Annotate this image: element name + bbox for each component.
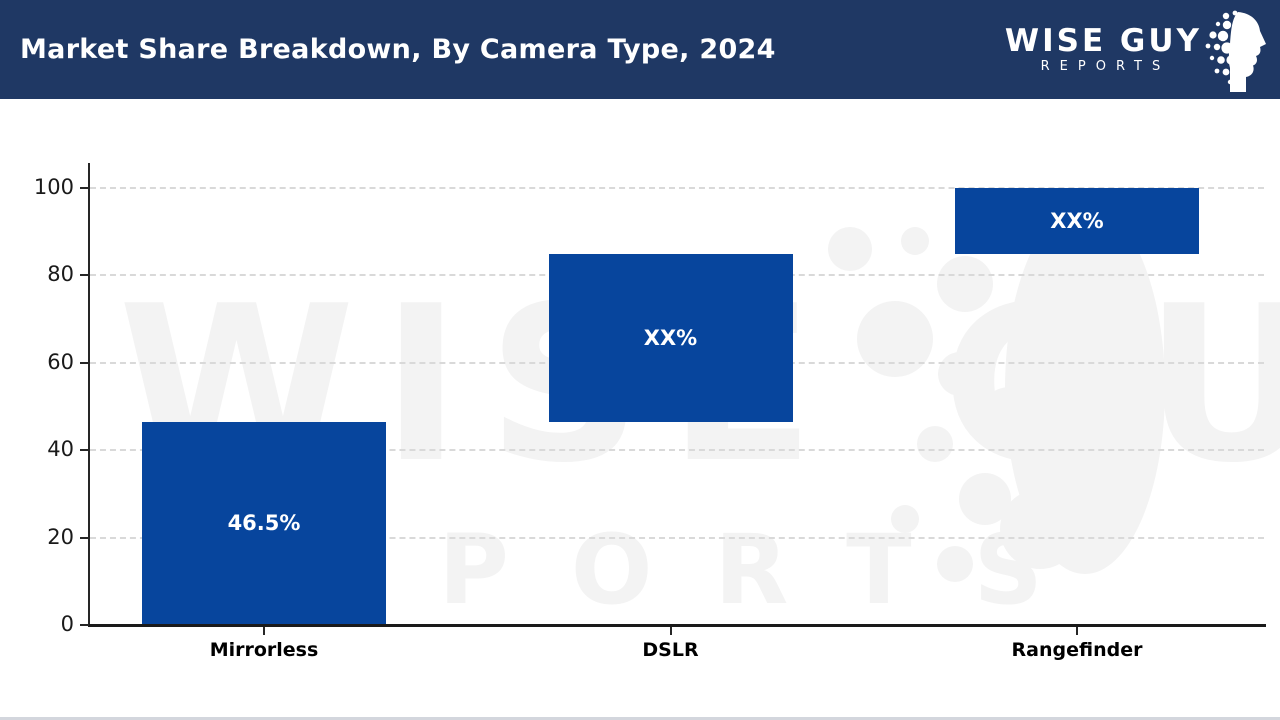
dotted-head-icon xyxy=(1205,10,1266,92)
bar-value-label: XX% xyxy=(1050,208,1104,233)
footer-divider xyxy=(0,717,1280,720)
y-tick-40 xyxy=(80,449,89,451)
y-axis-spine xyxy=(88,163,90,626)
y-axis-label-40: 40 xyxy=(47,437,74,461)
y-axis-label-100: 100 xyxy=(33,174,74,199)
y-tick-80 xyxy=(80,274,89,276)
x-axis-label-rangefinder: Rangefinder xyxy=(1011,639,1143,661)
bar-dslr[interactable]: XX% xyxy=(548,254,793,422)
logo-wordmark: WISE GUY xyxy=(1004,22,1202,59)
page-title: Market Share Breakdown, By Camera Type, … xyxy=(20,34,776,65)
y-axis-label-0: 0 xyxy=(60,612,74,636)
bar-rangefinder[interactable]: XX% xyxy=(955,187,1199,255)
y-axis-label-20: 20 xyxy=(47,524,74,549)
x-tick-mirrorless xyxy=(263,627,265,635)
bar-value-label: 46.5% xyxy=(227,511,301,536)
wise-guy-reports-logo: WISE GUY REPORTS xyxy=(1005,8,1266,92)
watermark-head-icon xyxy=(828,204,1165,582)
y-tick-60 xyxy=(80,361,89,364)
y-tick-20 xyxy=(80,536,89,539)
y-axis-label-60: 60 xyxy=(47,349,74,374)
header-bar: Market Share Breakdown, By Camera Type, … xyxy=(0,0,1280,99)
y-tick-100 xyxy=(80,186,89,189)
bar-value-label: XX% xyxy=(643,326,698,350)
logo-subtitle: REPORTS xyxy=(1040,59,1171,75)
gridline-20 xyxy=(90,536,1264,539)
y-axis-label-80: 80 xyxy=(47,262,74,286)
x-axis-label-dslr: DSLR xyxy=(642,639,699,661)
x-axis-label-mirrorless: Mirrorless xyxy=(209,639,319,661)
gridline-40 xyxy=(90,449,1264,451)
x-tick-dslr xyxy=(669,627,672,635)
y-tick-0 xyxy=(80,624,89,626)
chart-area: WISE GUY REPORTS 02040608010046.5%Mirror… xyxy=(0,99,1280,718)
logo-text: WISE GUY REPORTS xyxy=(1005,25,1202,75)
x-axis-spine xyxy=(88,624,1266,627)
gridline-100 xyxy=(90,186,1264,189)
x-tick-rangefinder xyxy=(1076,627,1078,635)
bar-mirrorless[interactable]: 46.5% xyxy=(142,421,386,625)
